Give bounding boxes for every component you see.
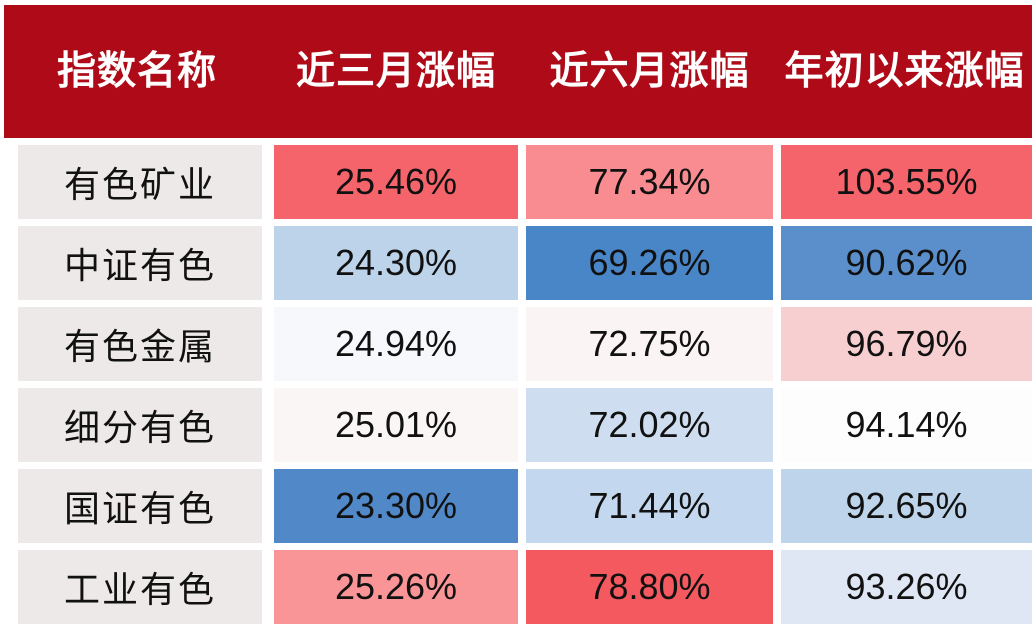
column-header-index-name: 指数名称 [56,50,217,93]
index-name-cell: 细分有色 [4,384,270,465]
gain-3month-swatch: 25.46% [274,144,518,219]
column-header-3month-gain: 近三月涨幅 [295,50,496,93]
gain-ytd-value: 90.62% [845,241,968,283]
index-name-label: 有色金属 [63,325,216,367]
gain-6month-value: 78.80% [588,565,711,607]
index-name-label: 中证有色 [63,244,216,286]
gain-6month-cell: 77.34% [522,141,777,222]
index-name-label: 细分有色 [63,406,216,448]
index-name-cell: 有色金属 [4,303,270,384]
table-header-row: 指数名称 近三月涨幅 近六月涨幅 年初以来涨幅 [4,5,1032,138]
gain-ytd-cell: 90.62% [777,222,1032,303]
gain-6month-swatch: 71.44% [526,468,773,543]
gain-3month-swatch: 24.94% [274,306,518,381]
gain-6month-value: 69.26% [588,241,711,283]
gain-6month-cell: 69.26% [522,222,777,303]
index-name-label: 工业有色 [63,568,216,610]
gain-3month-cell: 23.30% [270,465,522,546]
gain-3month-value: 24.30% [334,241,458,283]
index-name-cell: 有色矿业 [4,141,270,222]
gain-6month-value: 77.34% [588,160,711,202]
index-name-cell: 国证有色 [4,465,270,546]
gain-3month-value: 24.94% [334,322,458,364]
gain-3month-value: 23.30% [334,484,458,526]
gain-3month-swatch: 24.30% [274,225,518,300]
gain-6month-value: 71.44% [588,484,711,526]
gain-6month-cell: 72.75% [522,303,777,384]
gain-ytd-cell: 103.55% [777,141,1032,222]
gain-6month-swatch: 78.80% [526,549,773,624]
table-body: 有色矿业 25.46% 77.34% 103.55% 中证有色 24.30% 6… [4,141,1032,627]
table-row: 工业有色 25.26% 78.80% 93.26% [4,546,1032,627]
index-name-cell: 工业有色 [4,546,270,627]
gain-ytd-value: 94.14% [845,403,968,445]
gain-3month-value: 25.46% [334,160,458,202]
gain-ytd-swatch: 103.55% [781,144,1032,219]
index-name-cell: 中证有色 [4,222,270,303]
gain-ytd-swatch: 90.62% [781,225,1032,300]
gain-3month-value: 25.01% [334,403,458,445]
table-row: 有色矿业 25.46% 77.34% 103.55% [4,141,1032,222]
gain-6month-cell: 78.80% [522,546,777,627]
table-row: 细分有色 25.01% 72.02% 94.14% [4,384,1032,465]
gain-ytd-swatch: 92.65% [781,468,1032,543]
table-row: 中证有色 24.30% 69.26% 90.62% [4,222,1032,303]
gain-3month-value: 25.26% [334,565,458,607]
gain-ytd-swatch: 94.14% [781,387,1032,462]
gain-3month-cell: 25.26% [270,546,522,627]
gain-6month-swatch: 69.26% [526,225,773,300]
table-row: 有色金属 24.94% 72.75% 96.79% [4,303,1032,384]
gain-3month-cell: 25.01% [270,384,522,465]
gain-6month-swatch: 77.34% [526,144,773,219]
gain-6month-swatch: 72.02% [526,387,773,462]
gain-3month-cell: 24.94% [270,303,522,384]
gain-3month-cell: 25.46% [270,141,522,222]
index-name-label: 有色矿业 [63,163,216,205]
column-header-ytd-gain: 年初以来涨幅 [784,50,1025,93]
gain-6month-value: 72.02% [588,403,711,445]
gain-ytd-cell: 92.65% [777,465,1032,546]
gain-6month-cell: 71.44% [522,465,777,546]
gain-3month-swatch: 23.30% [274,468,518,543]
gain-ytd-cell: 93.26% [777,546,1032,627]
gain-6month-swatch: 72.75% [526,306,773,381]
gain-ytd-cell: 94.14% [777,384,1032,465]
gain-ytd-cell: 96.79% [777,303,1032,384]
column-header-6month-gain: 近六月涨幅 [549,50,750,93]
gain-ytd-swatch: 96.79% [781,306,1032,381]
gain-3month-cell: 24.30% [270,222,522,303]
gain-3month-swatch: 25.26% [274,549,518,624]
gain-6month-cell: 72.02% [522,384,777,465]
gain-ytd-value: 96.79% [845,322,968,364]
gain-6month-value: 72.75% [588,322,711,364]
gain-3month-swatch: 25.01% [274,387,518,462]
gain-ytd-value: 93.26% [845,565,968,607]
gain-ytd-value: 92.65% [845,484,968,526]
table-row: 国证有色 23.30% 71.44% 92.65% [4,465,1032,546]
gain-ytd-swatch: 93.26% [781,549,1032,624]
gain-ytd-value: 103.55% [835,160,978,202]
index-name-label: 国证有色 [63,487,216,529]
